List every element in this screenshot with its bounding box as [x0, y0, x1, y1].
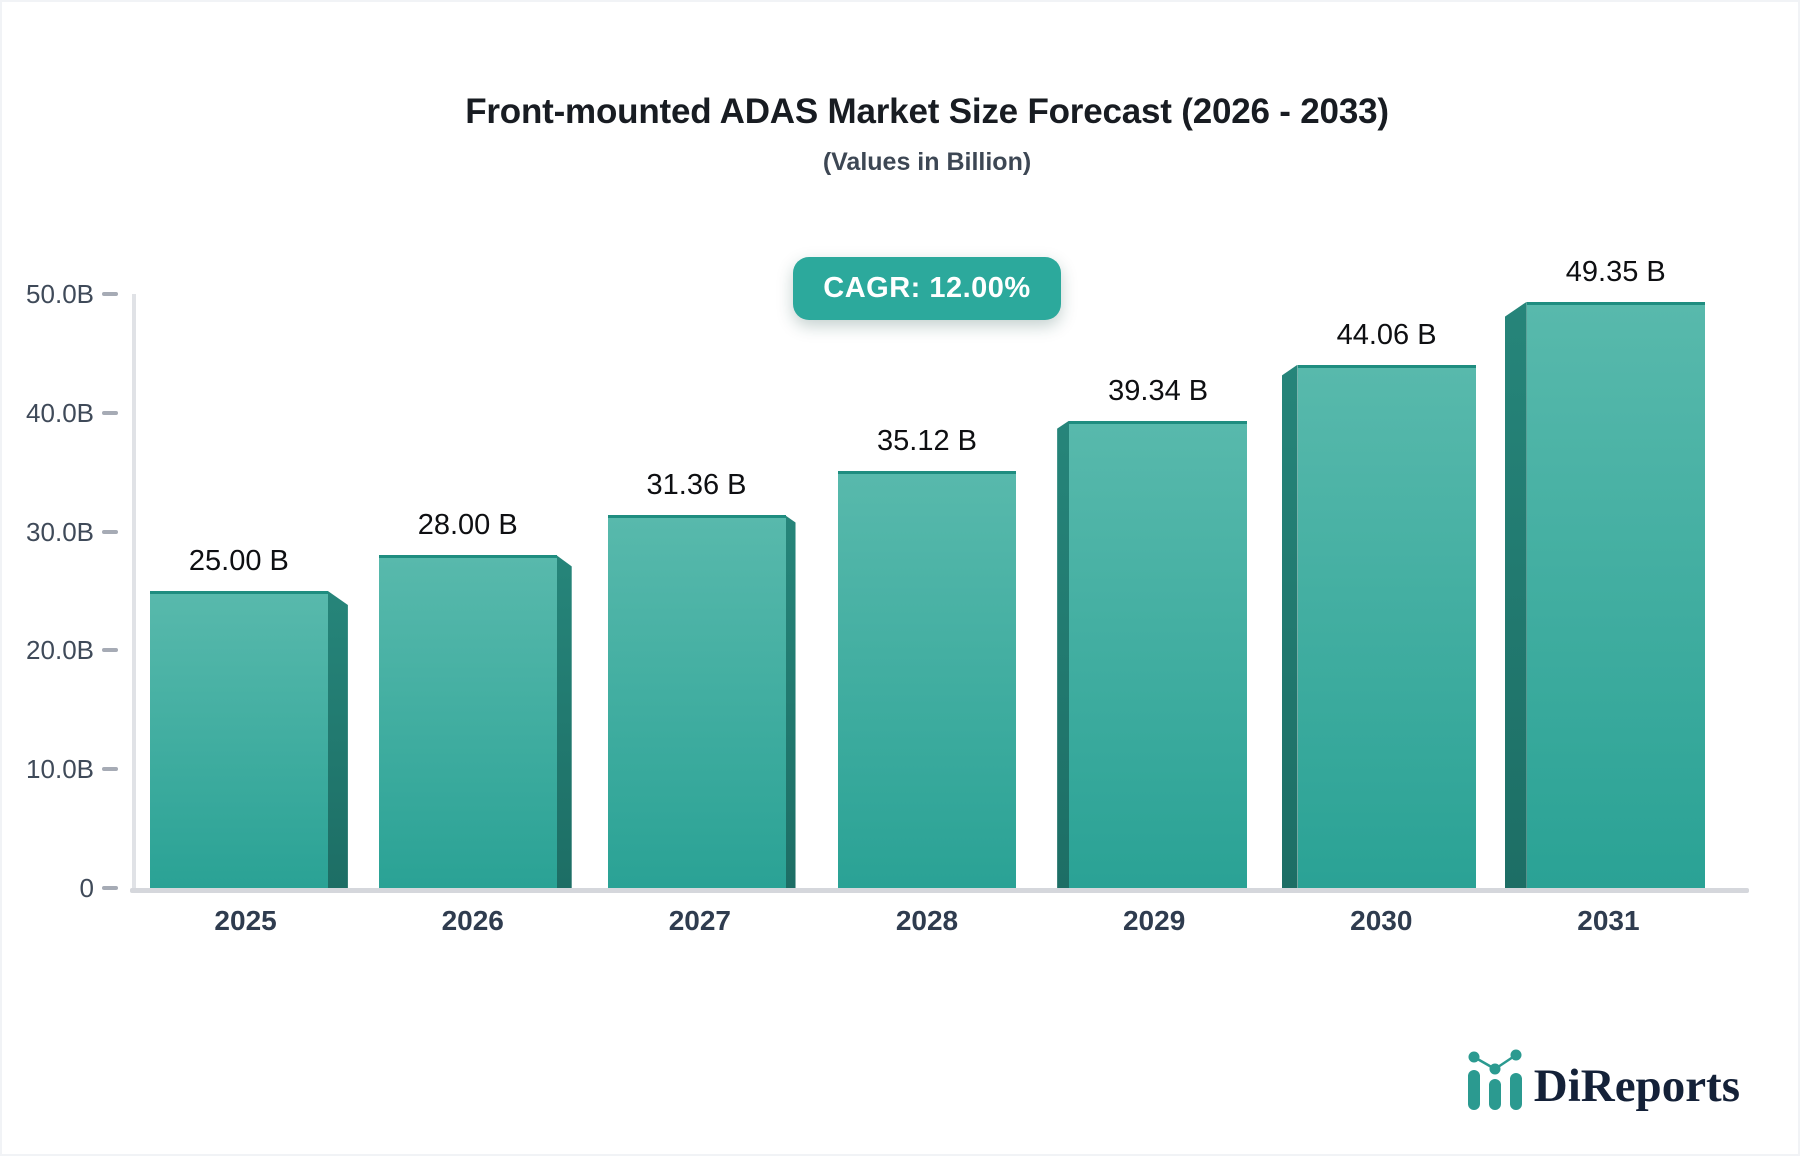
bar-side-face	[785, 515, 796, 888]
bar-side-face	[1281, 364, 1298, 888]
y-tick-mark	[102, 886, 118, 890]
chart-header: Front-mounted ADAS Market Size Forecast …	[132, 92, 1722, 177]
cagr-badge-row: CAGR: 12.00%	[132, 257, 1722, 320]
bar-value-label: 35.12 B	[877, 424, 977, 457]
y-tick-mark	[102, 767, 118, 772]
y-tick-label: 30.0B	[26, 516, 94, 547]
x-tick-label: 2027	[668, 905, 731, 936]
x-tick-label: 2029	[1122, 905, 1186, 936]
bar-value-label: 44.06 B	[1336, 318, 1437, 351]
bar-side-face	[556, 555, 572, 888]
y-tick-mark	[102, 529, 118, 534]
x-tick-label: 2030	[1350, 905, 1413, 936]
bar-2027	[607, 515, 786, 888]
bar-side-face	[1504, 301, 1527, 888]
bar-2031	[1526, 301, 1705, 888]
cagr-badge: CAGR: 12.00%	[793, 257, 1061, 320]
y-tick-label: 40.0B	[26, 397, 94, 428]
y-tick-mark	[102, 410, 118, 415]
chart-subtitle: (Values in Billion)	[822, 148, 1032, 176]
y-tick-label: 0	[79, 873, 94, 903]
logo-text: DiReports	[1533, 1060, 1740, 1112]
y-axis	[132, 294, 136, 893]
bar-2026	[378, 555, 557, 888]
logo-bars-icon	[1467, 1049, 1522, 1110]
bar-value-label: 49.35 B	[1565, 255, 1666, 288]
bar-value-label: 25.00 B	[188, 545, 289, 577]
y-tick-mark	[102, 292, 118, 296]
bar-2028	[838, 470, 1016, 888]
y-tick-label: 10.0B	[26, 754, 94, 785]
y-tick-label: 50.0B	[26, 279, 94, 309]
bar-2025	[149, 591, 328, 888]
bar-side-face	[327, 591, 348, 888]
x-axis	[130, 888, 1749, 893]
bar-side-face	[1057, 420, 1070, 888]
x-tick-label: 2025	[214, 905, 277, 936]
bar-value-label: 31.36 B	[646, 469, 747, 502]
bar-2030	[1297, 364, 1476, 888]
x-tick-label: 2031	[1577, 905, 1640, 936]
bar-2029	[1069, 420, 1248, 888]
x-tick-label: 2028	[895, 905, 959, 936]
bar-value-label: 28.00 B	[417, 509, 518, 542]
direports-logo: DiReports	[1466, 1048, 1740, 1110]
y-tick-label: 20.0B	[26, 635, 94, 666]
bar-value-label: 39.34 B	[1108, 374, 1209, 407]
y-tick-mark	[102, 648, 118, 653]
chart-title: Front-mounted ADAS Market Size Forecast …	[465, 92, 1389, 131]
x-tick-label: 2026	[441, 905, 504, 936]
